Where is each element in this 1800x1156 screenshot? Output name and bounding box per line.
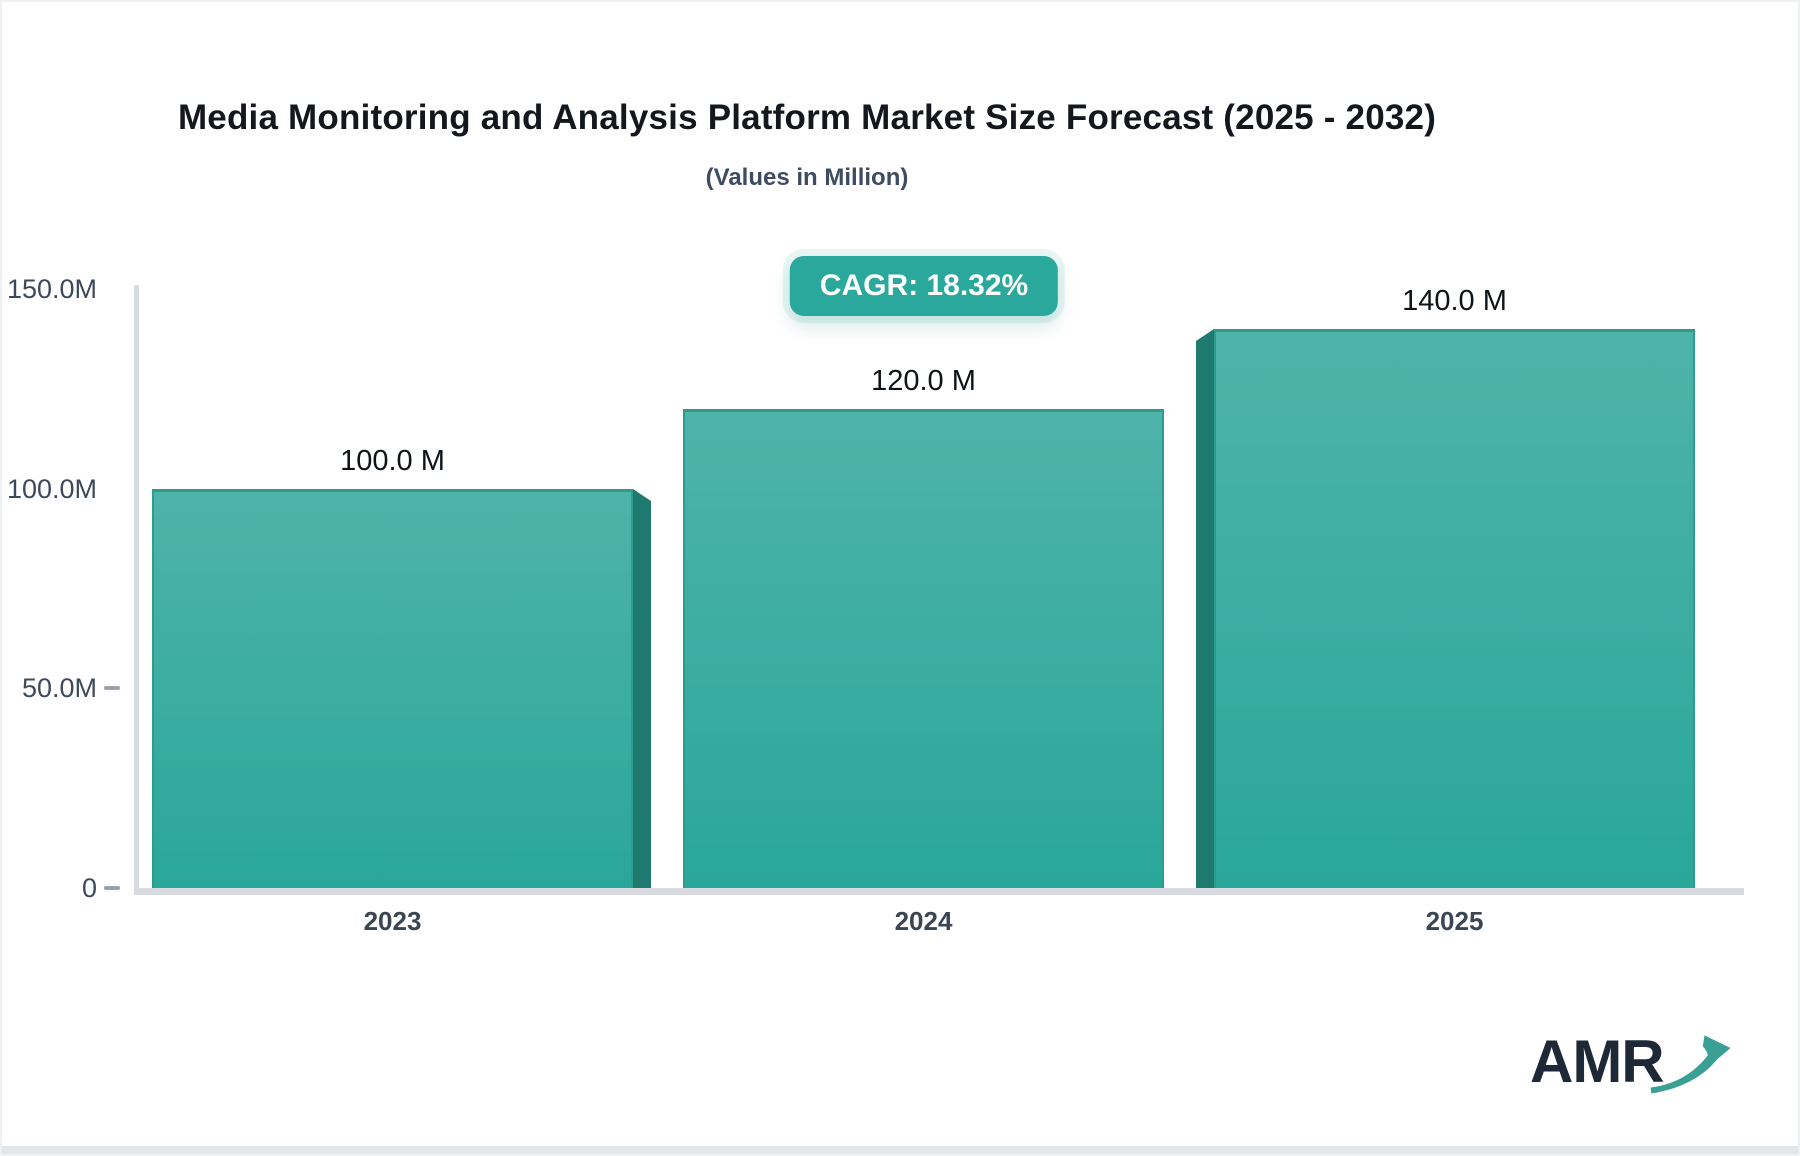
page-title: Media Monitoring and Analysis Platform M… bbox=[177, 98, 1437, 137]
y-tick-100m: 100.0M bbox=[2, 473, 120, 505]
y-axis-line bbox=[134, 285, 139, 895]
cagr-badge-label: CAGR: 18.32% bbox=[819, 269, 1029, 302]
bar-2023 bbox=[152, 489, 633, 888]
y-tick-dash bbox=[104, 886, 120, 890]
amr-logo: AMR bbox=[1530, 1030, 1734, 1096]
y-tick-150m: 150.0M bbox=[2, 273, 120, 305]
bar-value-label-2025: 140.0 M bbox=[1402, 285, 1507, 317]
chart-header: Media Monitoring and Analysis Platform M… bbox=[2, 98, 1612, 192]
y-tick-label: 100.0M bbox=[6, 474, 97, 504]
chart-subtitle: (Values in Million) bbox=[705, 164, 909, 191]
x-axis-label-2023: 2023 bbox=[363, 906, 422, 936]
bar-2025 bbox=[1214, 329, 1695, 888]
amr-logo-text: AMR bbox=[1530, 1028, 1665, 1095]
x-axis-line bbox=[134, 888, 1744, 895]
bar-value-label-2023: 100.0 M bbox=[340, 445, 445, 477]
x-axis-label-2025: 2025 bbox=[1425, 906, 1484, 936]
growth-arrow-icon bbox=[1650, 1035, 1731, 1094]
x-axis-label-2024: 2024 bbox=[894, 906, 953, 936]
bar-2023-3d-side bbox=[633, 489, 651, 888]
y-tick-label: 150.0M bbox=[6, 274, 97, 304]
bar-2025-3d-side bbox=[1196, 329, 1214, 888]
bottom-border bbox=[2, 1146, 1798, 1154]
bar-2024 bbox=[683, 409, 1164, 888]
y-tick-0: 0 bbox=[2, 872, 120, 904]
cagr-badge: CAGR: 18.32% bbox=[789, 256, 1059, 316]
y-tick-label: 0 bbox=[81, 873, 97, 903]
bar-value-label-2024: 120.0 M bbox=[871, 365, 976, 397]
y-tick-label: 50.0M bbox=[21, 673, 97, 703]
y-tick-dash bbox=[104, 686, 120, 690]
y-tick-50m: 50.0M bbox=[2, 672, 120, 704]
